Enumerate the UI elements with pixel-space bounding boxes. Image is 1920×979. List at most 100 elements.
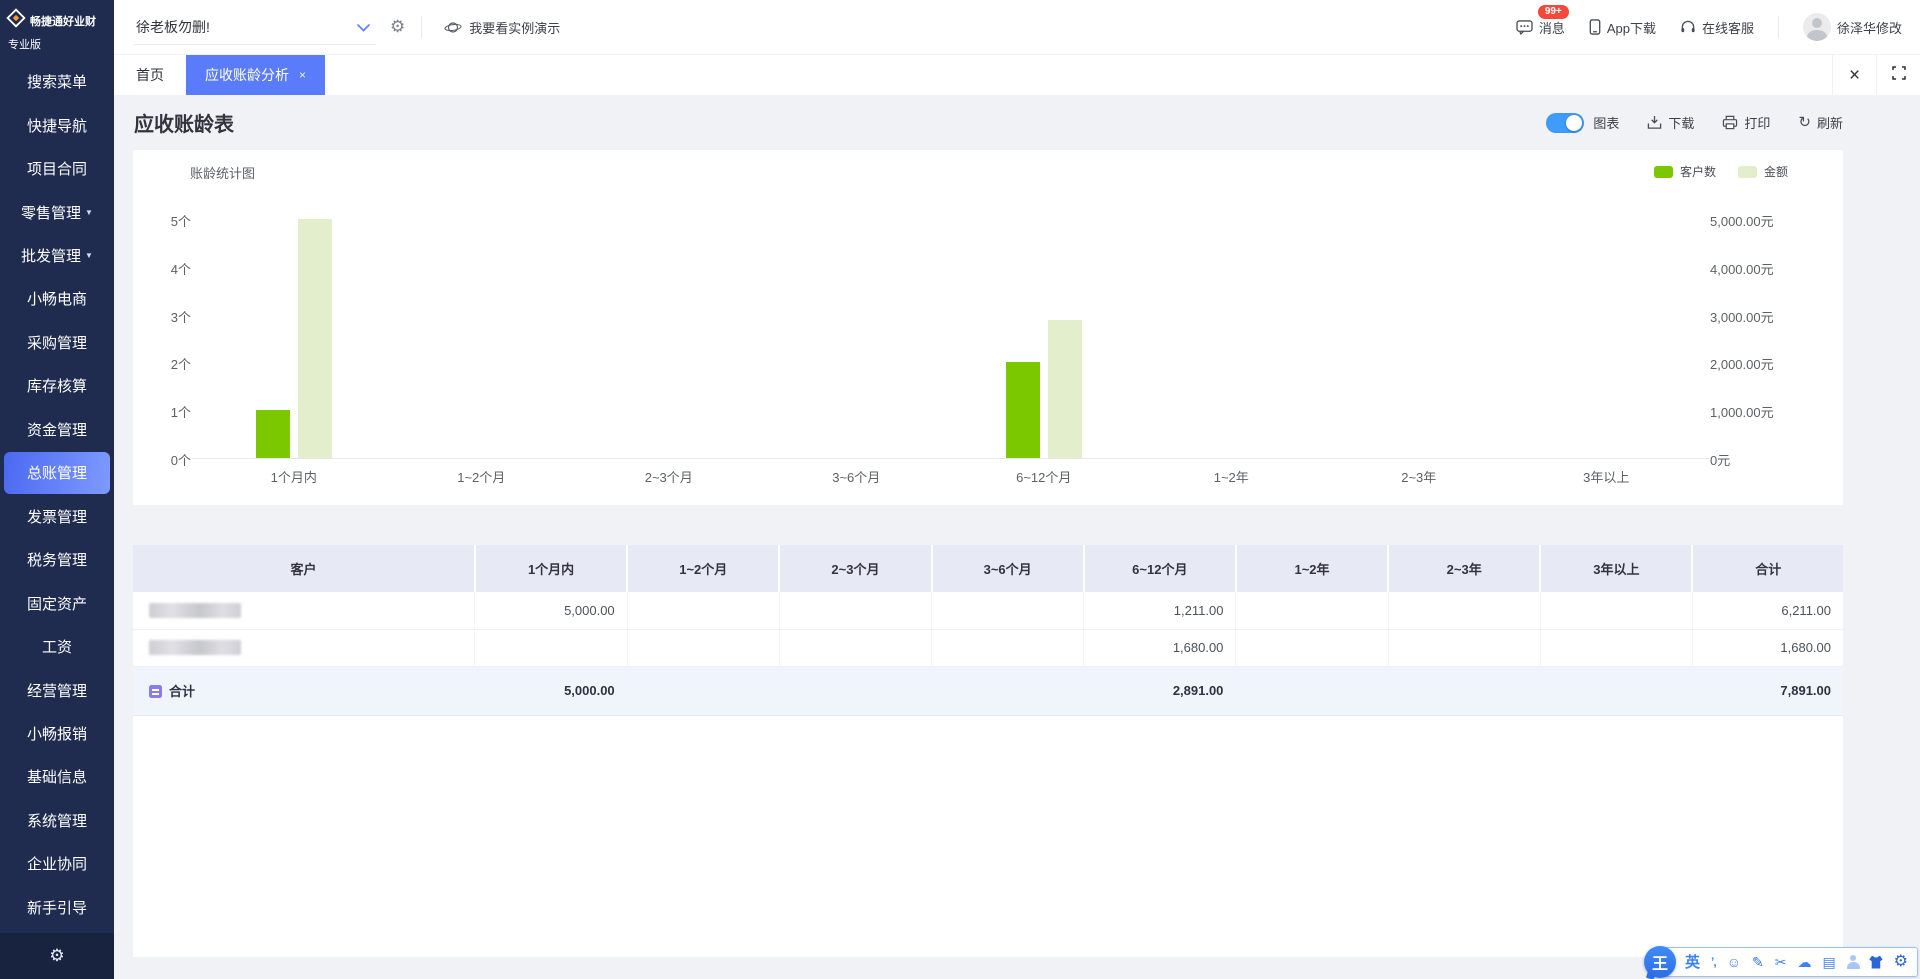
chart-title: 账龄统计图	[190, 166, 256, 181]
sidebar-item-label: 企业协同	[26, 856, 87, 874]
settings-gear-icon[interactable]: ⚙	[390, 17, 406, 36]
total-value-cell: 2,891.00	[1083, 666, 1237, 716]
print-button[interactable]: 打印	[1722, 113, 1770, 132]
download-button[interactable]: 下载	[1647, 113, 1694, 132]
sidebar-item[interactable]: 企业协同	[4, 843, 110, 884]
fullscreen-button[interactable]	[1876, 55, 1920, 95]
sidebar-item[interactable]: 快捷导航	[4, 104, 110, 145]
user-menu[interactable]: 徐泽华修改	[1802, 13, 1902, 41]
legend-item-amount[interactable]: 金额	[1737, 163, 1788, 180]
brand-logo-block: 畅捷通好业财 专业版	[0, 0, 114, 56]
sidebar-menu: 搜索菜单 快捷导航 项目合同 零售管理 ▼ 批发管理 ▼ 小畅电商 采购管理 库存核算 资金管理 总账…	[0, 56, 114, 933]
tab-close-icon[interactable]: ×	[299, 68, 307, 82]
scissors-icon[interactable]: ✂	[1774, 954, 1787, 970]
sidebar-item-label: 系统管理	[26, 812, 87, 830]
ime-logo[interactable]: 王	[1644, 946, 1676, 978]
app-download-button[interactable]: App下载	[1589, 18, 1656, 37]
total-value-cell	[779, 666, 933, 716]
customer-cell	[133, 629, 476, 667]
online-support-button[interactable]: 在线客服	[1680, 18, 1754, 37]
sidebar-item[interactable]: 零售管理 ▼	[4, 191, 110, 232]
aging-table-card: 客户 1个月内 1~2个月 2~3个月 3~6个月 6~12个月 1~2年 2~3年 3年以上合…	[133, 545, 1843, 957]
pencil-icon[interactable]: ✎	[1751, 954, 1764, 970]
sidebar-item[interactable]: 经营管理	[4, 669, 110, 710]
page-title: 应收账龄表	[134, 114, 234, 136]
message-icon	[1516, 19, 1533, 35]
table-row[interactable]: 5,000.00 1,211.00 6,211.00	[133, 592, 1843, 630]
refresh-button[interactable]: ↻ 刷新	[1798, 113, 1843, 132]
chart-category-group	[200, 219, 388, 458]
gear-icon[interactable]: ⚙	[49, 946, 65, 965]
chart-toggle-label: 图表	[1593, 116, 1620, 131]
sidebar-item[interactable]: 小畅报销	[4, 713, 110, 754]
bar-amount	[1047, 319, 1082, 458]
sidebar-item[interactable]: 基础信息	[4, 756, 110, 797]
messages-button[interactable]: 消息 99+	[1516, 4, 1569, 37]
chart-toggle[interactable]	[1546, 112, 1585, 133]
value-cell	[1540, 629, 1693, 667]
sidebar-footer: ⚙	[0, 933, 114, 979]
sidebar-item-label: 经营管理	[26, 682, 87, 700]
sidebar-item-label: 固定资产	[26, 595, 87, 613]
sidebar-item-label: 发票管理	[26, 508, 87, 526]
legend-item-customers[interactable]: 客户数	[1653, 163, 1716, 180]
sidebar-item[interactable]: 税务管理	[4, 539, 110, 580]
sidebar-item-label: 新手引导	[26, 899, 87, 917]
close-icon: ×	[1848, 64, 1861, 86]
tab-home-label: 首页	[136, 67, 164, 83]
sidebar-item[interactable]: 搜索菜单	[4, 61, 110, 102]
demo-link[interactable]: 我要看实例演示	[444, 18, 560, 37]
ime-language-mode[interactable]: 英	[1685, 953, 1701, 971]
total-icon	[149, 685, 162, 698]
ime-gear-icon[interactable]: ⚙	[1893, 953, 1908, 970]
sidebar-item-label: 批发管理	[21, 248, 82, 266]
table-head: 客户 1个月内 1~2个月 2~3个月 3~6个月 6~12个月 1~2年 2~3年 3年以上合…	[133, 545, 1843, 592]
main-content: 应收账龄表 图表 下载 打印	[114, 95, 1920, 979]
sidebar-item[interactable]: 库存核算	[4, 365, 110, 406]
sidebar-item[interactable]: 发票管理	[4, 496, 110, 537]
print-label: 打印	[1744, 116, 1771, 131]
value-cell	[779, 592, 933, 630]
sidebar-item[interactable]: 批发管理 ▼	[4, 235, 110, 276]
sidebar-item[interactable]: 总账管理	[4, 452, 110, 494]
brand-edition: 专业版	[8, 39, 41, 51]
keyboard-icon[interactable]: ▤	[1822, 954, 1836, 970]
x-axis-label: 1~2年	[1213, 470, 1249, 485]
user-icon[interactable]	[1846, 955, 1860, 969]
y-axis-tick-right: 0元	[1710, 453, 1731, 468]
table-header-cell: 合计	[1692, 545, 1843, 592]
sidebar-item[interactable]: 工资	[4, 626, 110, 667]
tab-aging-analysis[interactable]: 应收账龄分析 ×	[186, 55, 326, 95]
punctuation-icon[interactable]: ’,	[1711, 955, 1717, 969]
bar-customers	[255, 410, 290, 458]
refresh-icon: ↻	[1798, 114, 1811, 131]
topbar-divider	[421, 16, 423, 38]
user-name: 徐泽华修改	[1836, 20, 1902, 36]
value-cell	[1235, 629, 1389, 667]
company-name: 徐老板勿删!	[136, 18, 210, 35]
table-row[interactable]: 1,680.00 1,680.00	[133, 629, 1843, 667]
topbar-right: 消息 99+ App下载 在线客服 徐泽华修改	[1516, 4, 1920, 41]
cloud-icon[interactable]: ☁	[1797, 954, 1812, 970]
sidebar-item[interactable]: 采购管理	[4, 322, 110, 363]
company-selector[interactable]: 徐老板勿删!	[134, 10, 376, 45]
close-all-tabs-button[interactable]: ×	[1832, 55, 1876, 95]
sidebar-item[interactable]: 小畅电商	[4, 278, 110, 319]
sidebar-item[interactable]: 新手引导	[4, 887, 110, 928]
sidebar-item[interactable]: 固定资产	[4, 582, 110, 623]
sidebar-item[interactable]: 项目合同	[4, 148, 110, 189]
sidebar-item[interactable]: 资金管理	[4, 409, 110, 450]
brand-logo-icon	[6, 8, 26, 33]
avatar	[1802, 13, 1831, 41]
total-value-cell	[1235, 666, 1389, 716]
chart-category-group	[1138, 219, 1326, 458]
x-axis-label: 2~3年	[1401, 470, 1437, 485]
tab-home[interactable]: 首页	[114, 55, 186, 95]
sidebar-item[interactable]: 系统管理	[4, 800, 110, 841]
value-cell	[779, 629, 933, 667]
legend-label-customers: 客户数	[1679, 165, 1716, 179]
emoji-icon[interactable]: ☺	[1726, 954, 1741, 970]
skin-icon[interactable]	[1869, 955, 1883, 969]
customer-cell	[133, 592, 476, 630]
